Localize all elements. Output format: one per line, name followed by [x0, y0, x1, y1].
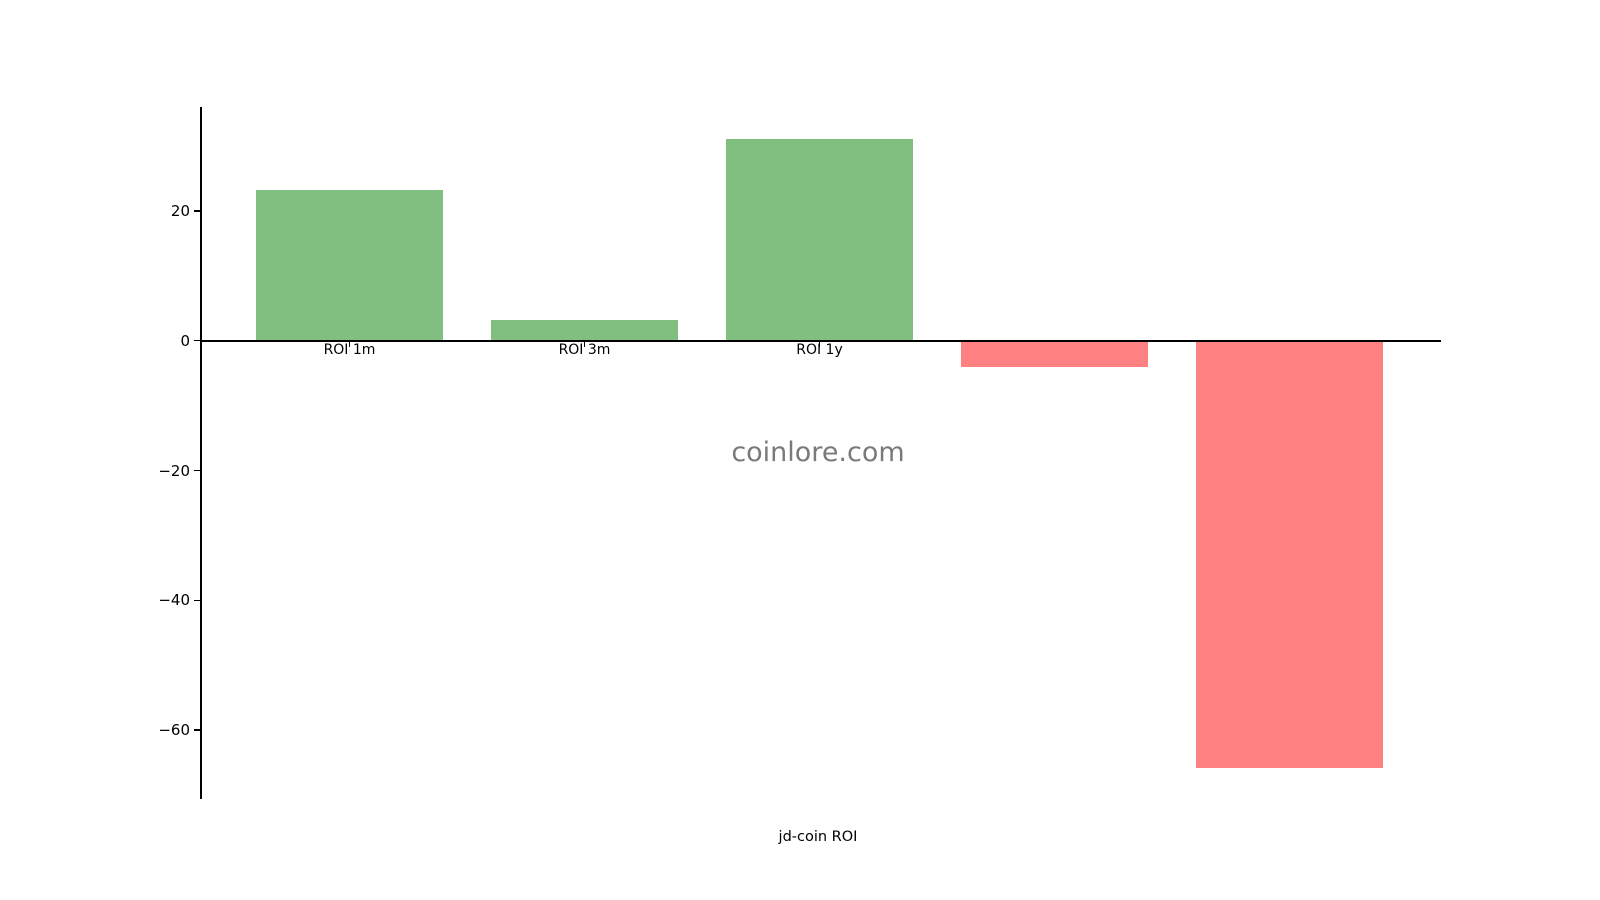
x-tick-label: ROI 3m	[558, 342, 611, 358]
y-axis-spine	[200, 107, 202, 799]
bar-roi-1m	[256, 190, 443, 341]
bar-3	[961, 340, 1148, 367]
y-tick-label: −20	[158, 461, 190, 480]
x-axis-zero-line	[200, 340, 1441, 342]
y-tick-label: 20	[170, 201, 190, 220]
y-tick-mark	[194, 729, 200, 731]
bar-roi-1y	[726, 138, 913, 341]
chart-title: jd-coin ROI	[778, 829, 858, 845]
x-tick-label: ROI 1m	[323, 342, 376, 358]
y-tick-label: −60	[158, 721, 190, 740]
y-tick-label: 0	[180, 331, 190, 350]
y-tick-mark	[194, 469, 200, 472]
x-tick-label: ROI 1y	[796, 342, 843, 358]
x-tick-mark	[818, 340, 821, 347]
y-tick-label: −40	[158, 591, 190, 610]
bar-roi-3m	[491, 319, 678, 341]
y-tick-mark	[194, 599, 200, 602]
y-tick-mark	[194, 339, 200, 342]
bar-4	[1196, 340, 1383, 768]
x-tick-mark	[348, 340, 351, 347]
watermark-text: coinlore.com	[731, 437, 905, 468]
x-tick-mark	[583, 340, 586, 347]
y-tick-mark	[194, 210, 200, 212]
